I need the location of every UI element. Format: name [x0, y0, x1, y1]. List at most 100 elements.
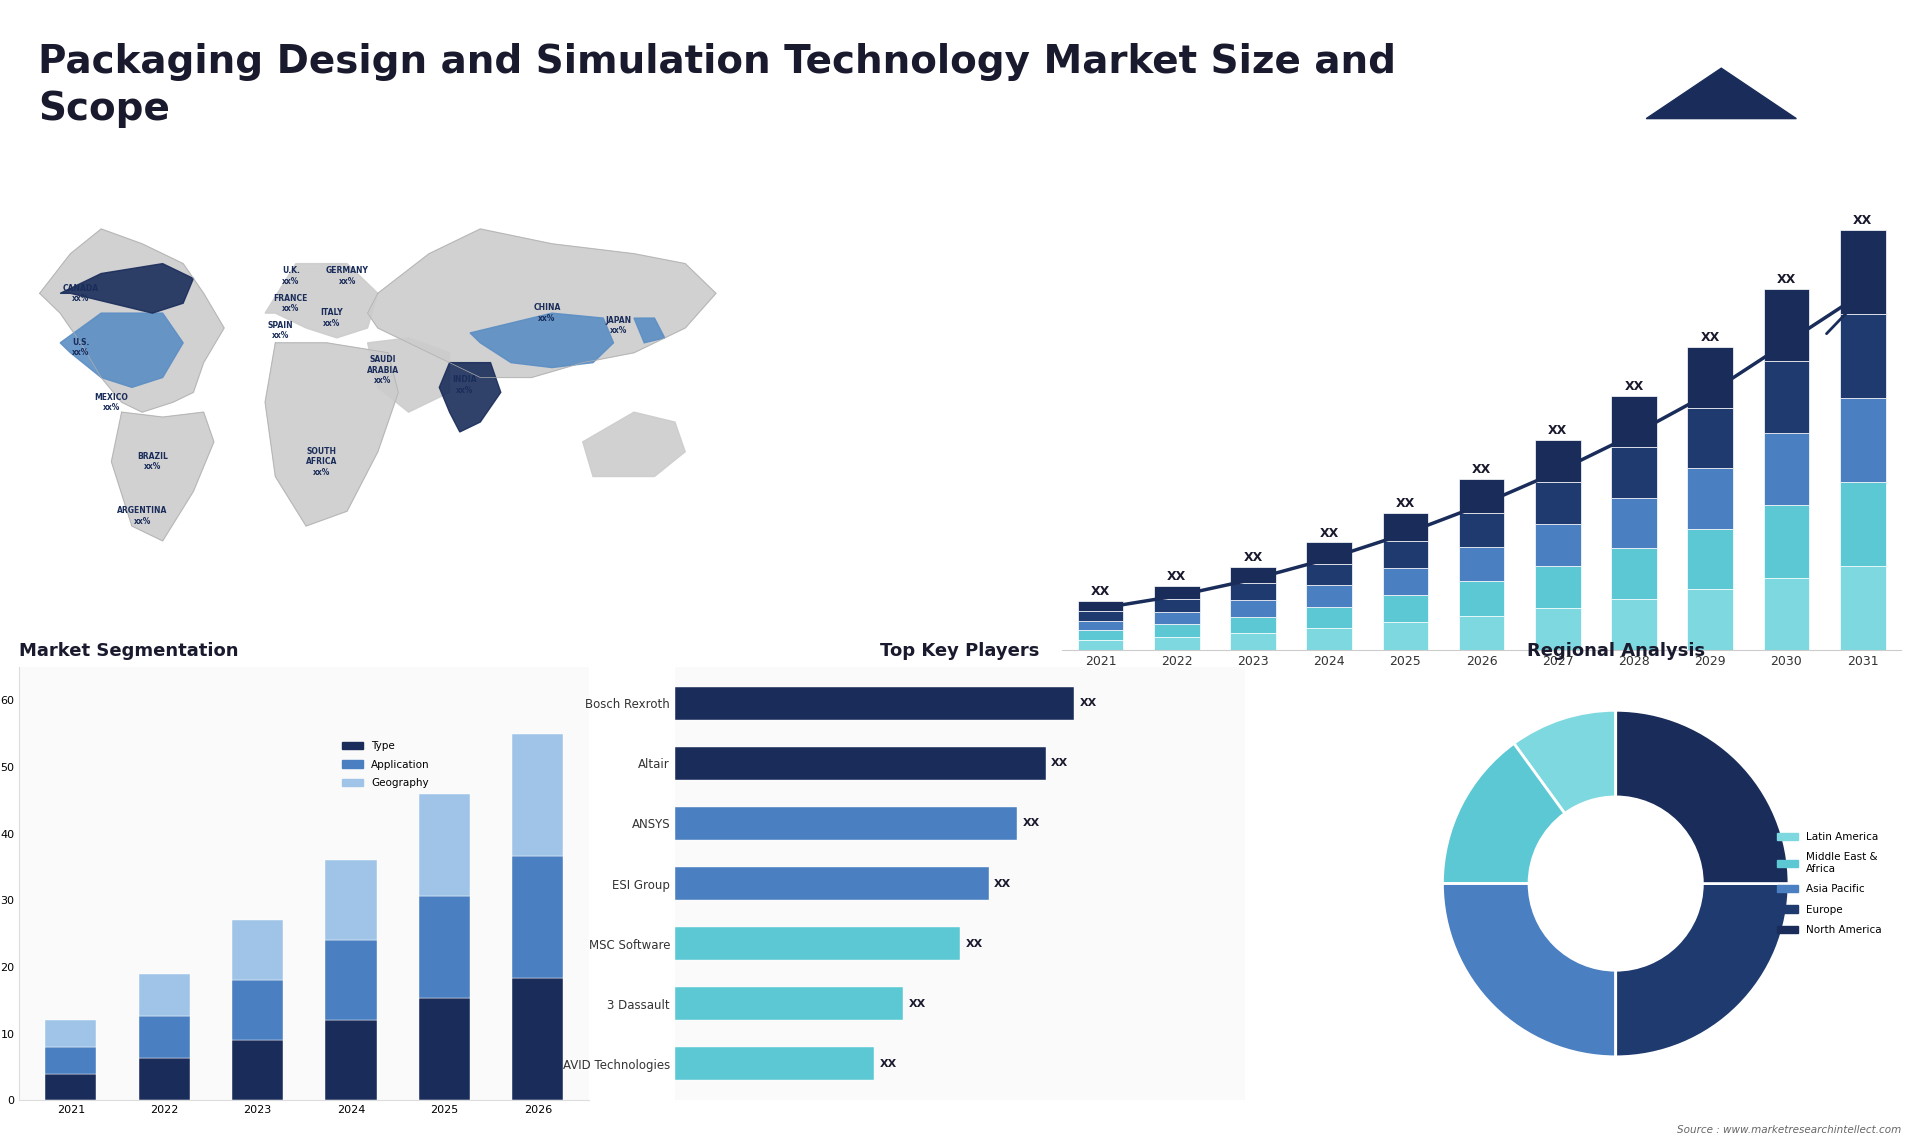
Polygon shape: [440, 362, 501, 432]
Text: XX: XX: [966, 939, 983, 949]
Text: XX: XX: [1244, 551, 1263, 564]
Text: XX: XX: [1091, 586, 1110, 598]
Text: XX: XX: [995, 879, 1012, 888]
Polygon shape: [60, 264, 194, 313]
Bar: [419, 793, 470, 896]
Text: XX: XX: [1079, 698, 1096, 708]
Bar: [324, 1020, 376, 1100]
Bar: [1077, 630, 1123, 639]
Text: INDIA
xx%: INDIA xx%: [453, 375, 478, 394]
Bar: [1306, 564, 1352, 586]
Text: SPAIN
xx%: SPAIN xx%: [267, 321, 294, 340]
Bar: [1839, 314, 1885, 398]
Text: XX: XX: [1396, 497, 1415, 510]
Bar: [1382, 567, 1428, 595]
Text: FRANCE
xx%: FRANCE xx%: [273, 293, 307, 313]
Text: GERMANY
xx%: GERMANY xx%: [326, 266, 369, 285]
Text: XX: XX: [1548, 424, 1567, 437]
Bar: [419, 896, 470, 998]
Bar: [676, 927, 960, 960]
Polygon shape: [584, 413, 685, 477]
Wedge shape: [1442, 884, 1617, 1057]
Bar: [138, 974, 190, 1015]
Text: Source : www.marketresearchintellect.com: Source : www.marketresearchintellect.com: [1676, 1124, 1901, 1135]
Bar: [1231, 601, 1277, 617]
Text: XX: XX: [1052, 759, 1068, 768]
Bar: [1839, 566, 1885, 650]
Polygon shape: [111, 413, 213, 541]
Bar: [1839, 230, 1885, 314]
Bar: [324, 940, 376, 1020]
Text: ITALY
xx%: ITALY xx%: [321, 308, 344, 328]
Bar: [1764, 505, 1809, 578]
Bar: [1306, 628, 1352, 650]
Bar: [1688, 589, 1734, 650]
Bar: [1839, 482, 1885, 566]
Bar: [513, 733, 563, 856]
Bar: [513, 856, 563, 978]
Wedge shape: [1513, 711, 1617, 814]
Legend: Latin America, Middle East &
Africa, Asia Pacific, Europe, North America: Latin America, Middle East & Africa, Asi…: [1772, 827, 1885, 940]
Text: XX: XX: [1473, 463, 1492, 476]
Polygon shape: [1645, 68, 1797, 118]
Bar: [1077, 611, 1123, 620]
Bar: [1154, 587, 1200, 599]
Bar: [1534, 607, 1580, 650]
Bar: [419, 998, 470, 1100]
Bar: [1077, 601, 1123, 611]
Bar: [1306, 607, 1352, 628]
Polygon shape: [470, 313, 614, 368]
Bar: [1382, 622, 1428, 650]
Bar: [1611, 548, 1657, 599]
Bar: [1382, 595, 1428, 622]
Text: XX: XX: [908, 999, 925, 1008]
Bar: [1154, 599, 1200, 612]
Text: CHINA
xx%: CHINA xx%: [534, 304, 561, 323]
Text: U.K.
xx%: U.K. xx%: [282, 266, 300, 285]
Polygon shape: [634, 319, 664, 343]
Bar: [676, 686, 1073, 720]
Bar: [1306, 586, 1352, 607]
Bar: [1459, 581, 1505, 615]
Bar: [44, 1020, 96, 1046]
Text: XX: XX: [1023, 818, 1041, 829]
Text: BRAZIL
xx%: BRAZIL xx%: [136, 452, 167, 471]
Polygon shape: [367, 229, 716, 377]
Title: Top Key Players: Top Key Players: [879, 642, 1041, 660]
Bar: [1611, 447, 1657, 497]
Bar: [676, 747, 1046, 780]
Bar: [138, 1058, 190, 1100]
Bar: [1231, 634, 1277, 650]
Text: U.S.
xx%: U.S. xx%: [71, 338, 90, 358]
Text: XX: XX: [1624, 380, 1644, 393]
Polygon shape: [367, 338, 449, 413]
Bar: [232, 920, 284, 980]
Bar: [1764, 433, 1809, 505]
Bar: [1077, 639, 1123, 650]
Text: XX: XX: [1701, 331, 1720, 345]
Text: SAUDI
ARABIA
xx%: SAUDI ARABIA xx%: [367, 355, 399, 385]
Bar: [1382, 541, 1428, 567]
Bar: [1688, 408, 1734, 469]
Bar: [138, 1015, 190, 1058]
Text: XX: XX: [879, 1059, 897, 1069]
Wedge shape: [1442, 744, 1565, 884]
Bar: [1534, 566, 1580, 607]
Bar: [1611, 397, 1657, 447]
Text: Packaging Design and Simulation Technology Market Size and
Scope: Packaging Design and Simulation Technolo…: [38, 44, 1396, 128]
Bar: [1611, 599, 1657, 650]
Bar: [676, 1047, 874, 1081]
Bar: [1839, 398, 1885, 482]
Bar: [1611, 497, 1657, 548]
Bar: [44, 1046, 96, 1074]
Text: XX: XX: [1853, 214, 1872, 227]
Text: CANADA
xx%: CANADA xx%: [63, 283, 98, 303]
Bar: [1231, 583, 1277, 601]
Text: ARGENTINA
xx%: ARGENTINA xx%: [117, 507, 167, 526]
Text: SOUTH
AFRICA
xx%: SOUTH AFRICA xx%: [305, 447, 338, 477]
Wedge shape: [1617, 711, 1789, 884]
Bar: [676, 868, 989, 900]
Title: Regional Analysis: Regional Analysis: [1526, 642, 1705, 660]
Bar: [1534, 482, 1580, 524]
Bar: [1231, 617, 1277, 634]
